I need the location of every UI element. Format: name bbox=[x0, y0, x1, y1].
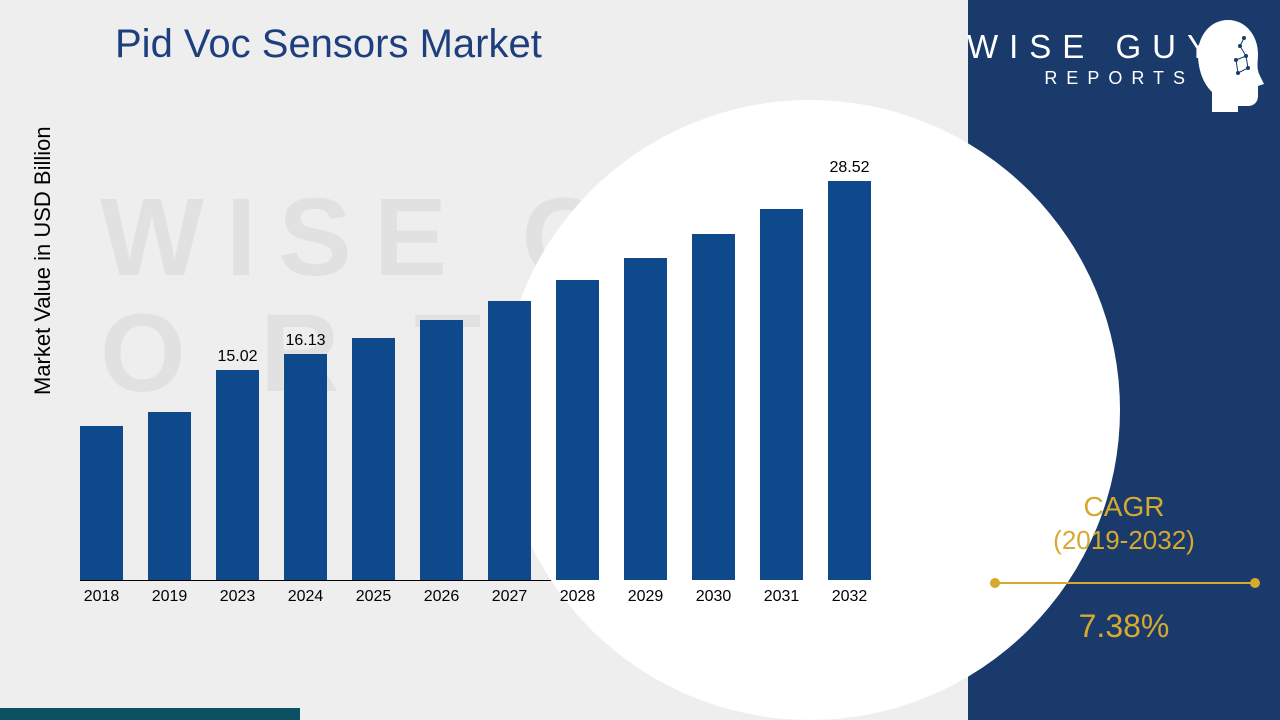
cagr-value: 7.38% bbox=[968, 608, 1280, 645]
y-axis-label: Market Value in USD Billion bbox=[30, 126, 56, 395]
bar bbox=[692, 234, 735, 580]
x-tick-label: 2028 bbox=[560, 588, 596, 606]
x-tick-label: 2030 bbox=[696, 588, 732, 606]
bar bbox=[420, 320, 463, 580]
bar bbox=[284, 354, 327, 580]
x-tick-label: 2025 bbox=[356, 588, 392, 606]
cagr-dot-left bbox=[990, 578, 1000, 588]
chart-title: Pid Voc Sensors Market bbox=[115, 22, 542, 67]
bar bbox=[828, 181, 871, 580]
ai-head-icon bbox=[1188, 18, 1268, 113]
cagr-label: CAGR bbox=[968, 491, 1280, 523]
x-tick-label: 2018 bbox=[84, 588, 120, 606]
x-tick-label: 2027 bbox=[492, 588, 528, 606]
x-tick-label: 2019 bbox=[152, 588, 188, 606]
bar-value-label: 16.13 bbox=[285, 332, 325, 350]
bar-chart-area bbox=[80, 160, 900, 580]
x-tick-label: 2024 bbox=[288, 588, 324, 606]
bar bbox=[624, 258, 667, 580]
cagr-dot-right bbox=[1250, 578, 1260, 588]
bar bbox=[80, 426, 123, 580]
bar bbox=[488, 301, 531, 580]
bar bbox=[352, 338, 395, 580]
bar-value-label: 15.02 bbox=[217, 348, 257, 366]
bar bbox=[216, 370, 259, 580]
cagr-divider-line bbox=[995, 582, 1255, 584]
logo-line2: REPORTS bbox=[1044, 68, 1194, 89]
x-tick-label: 2023 bbox=[220, 588, 256, 606]
bar-value-label: 28.52 bbox=[829, 159, 869, 177]
bar bbox=[556, 280, 599, 580]
bar bbox=[148, 412, 191, 580]
chart-stage: WISE GUY R E P O R T S Pid Voc Sensors M… bbox=[0, 0, 1280, 720]
x-tick-label: 2031 bbox=[764, 588, 800, 606]
bar bbox=[760, 209, 803, 580]
footer-accent-bar bbox=[0, 708, 300, 720]
x-tick-label: 2029 bbox=[628, 588, 664, 606]
cagr-range: (2019-2032) bbox=[968, 525, 1280, 556]
x-tick-label: 2026 bbox=[424, 588, 460, 606]
logo-line1: WISE GUY bbox=[967, 28, 1220, 66]
x-tick-label: 2032 bbox=[832, 588, 868, 606]
